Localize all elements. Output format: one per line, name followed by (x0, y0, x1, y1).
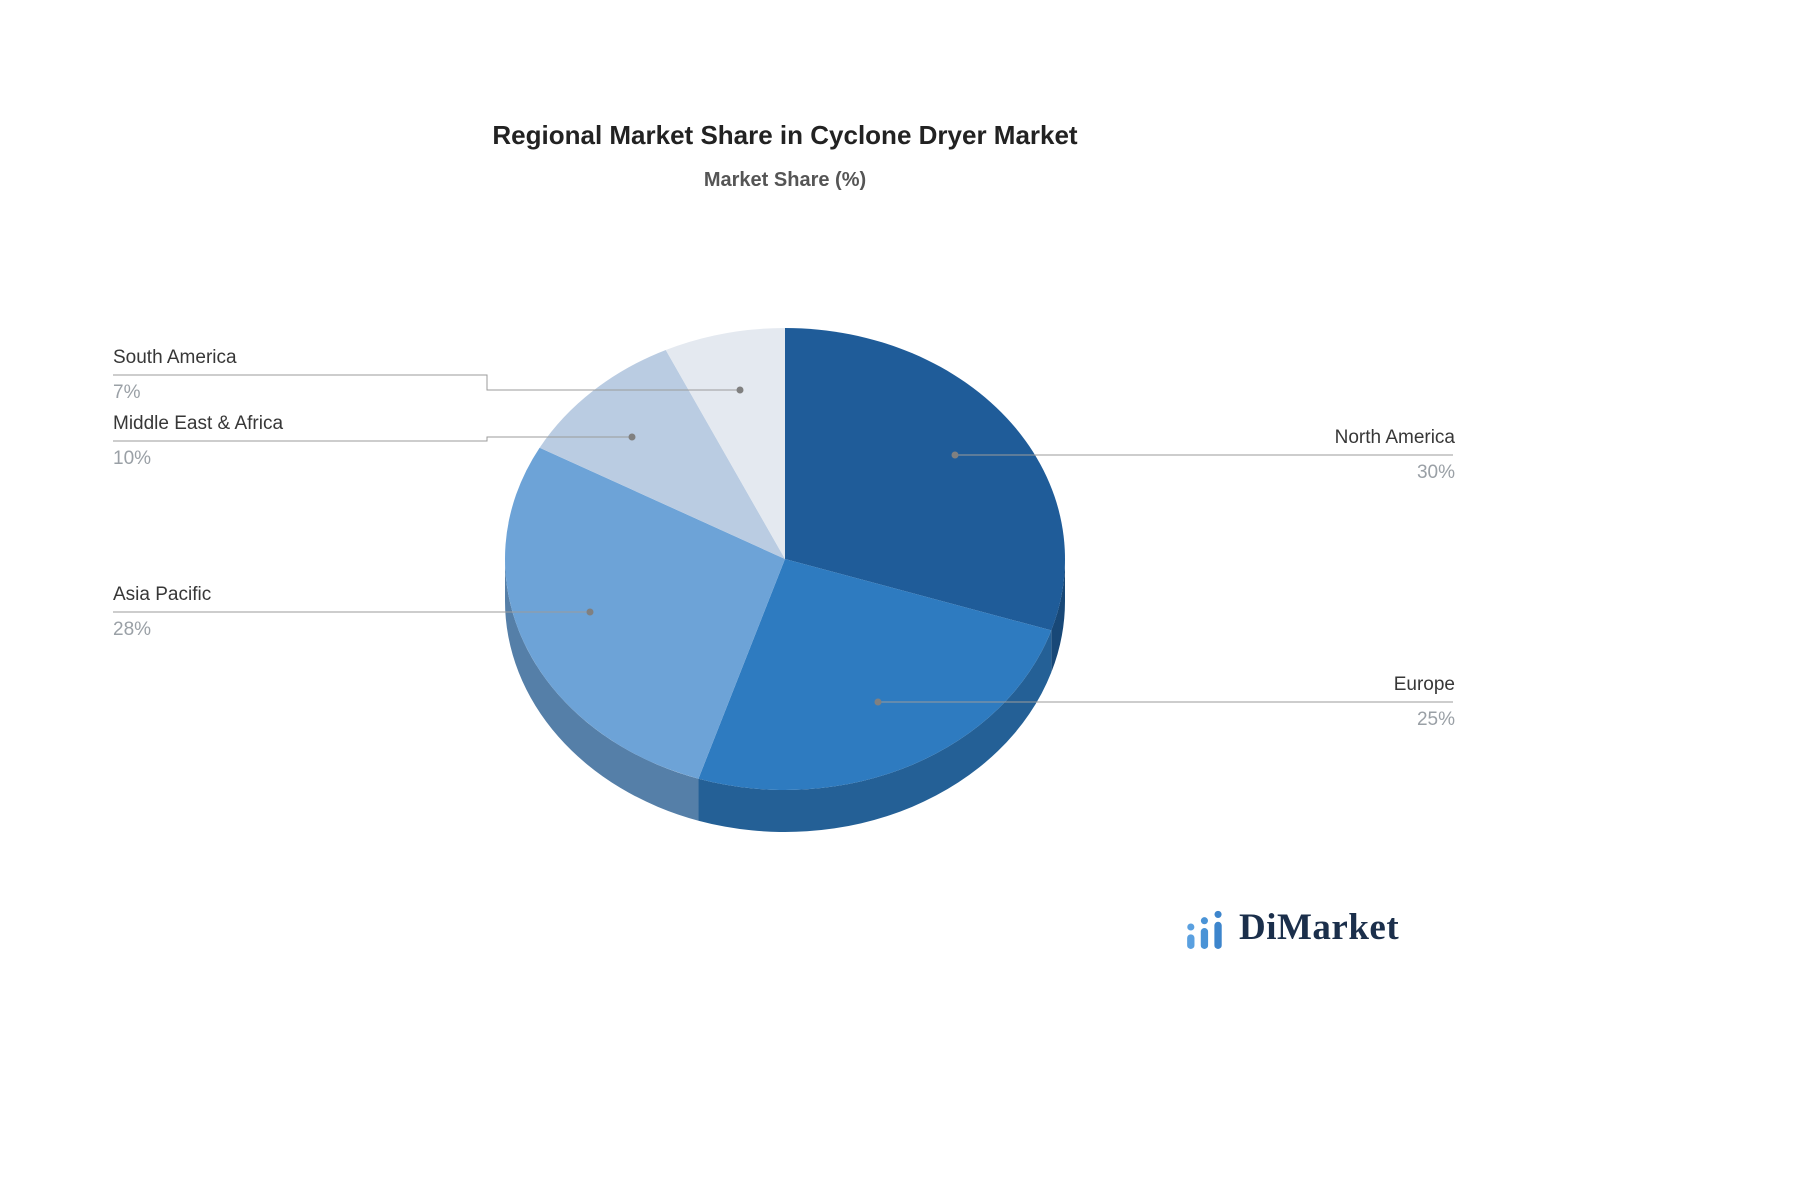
connector-line-middle-east-africa (113, 436, 632, 442)
pie-slice-south-america (665, 328, 785, 559)
connector-dot-north-america (951, 451, 959, 459)
slice-label-pct: 28% (113, 619, 152, 640)
connector-dot-south-america (736, 386, 744, 394)
slice-label-europe: Europe 25% (1095, 673, 1455, 732)
slice-label-north-america: North America 30% (1095, 426, 1455, 485)
slice-label-asia-pacific: Asia Pacific 28% (113, 583, 473, 642)
pie-slice-side-asia-pacific (505, 559, 699, 821)
slice-label-pct: 10% (113, 448, 152, 469)
slice-label-middle-east-africa: Middle East & Africa 10% (113, 412, 473, 471)
pie-slice-side-europe (698, 630, 1052, 832)
pie-slice-asia-pacific (505, 447, 785, 779)
chart-title: Regional Market Share in Cyclone Dryer M… (492, 120, 1078, 150)
connector-line-south-america (113, 374, 740, 391)
connector-dot-asia-pacific (586, 608, 594, 616)
slice-label-name: North America (1334, 427, 1455, 448)
pie-slice-side-north-america (1051, 559, 1065, 673)
connector-dot-middle-east-africa (628, 433, 636, 441)
slice-label-name: Middle East & Africa (113, 413, 284, 434)
slice-label-pct: 25% (1416, 709, 1455, 730)
slice-label-name: Europe (1393, 674, 1455, 695)
brand-wordmark: DiMarket (1239, 906, 1400, 948)
slice-label-name: Asia Pacific (113, 584, 212, 605)
slice-label-pct: 7% (113, 382, 141, 403)
brand-logo: DiMarket (1183, 905, 1399, 949)
pie-slice-north-america (785, 328, 1065, 631)
pie-slice-europe (698, 559, 1052, 790)
slice-label-south-america: South America 7% (113, 346, 473, 405)
chart-subtitle: Market Share (%) (703, 169, 867, 191)
slice-label-pct: 30% (1416, 462, 1455, 483)
pie-slice-middle-east-africa (539, 349, 785, 559)
brand-chart-icon (1187, 910, 1222, 949)
slice-label-name: South America (113, 347, 237, 368)
connector-dot-europe (874, 698, 882, 706)
